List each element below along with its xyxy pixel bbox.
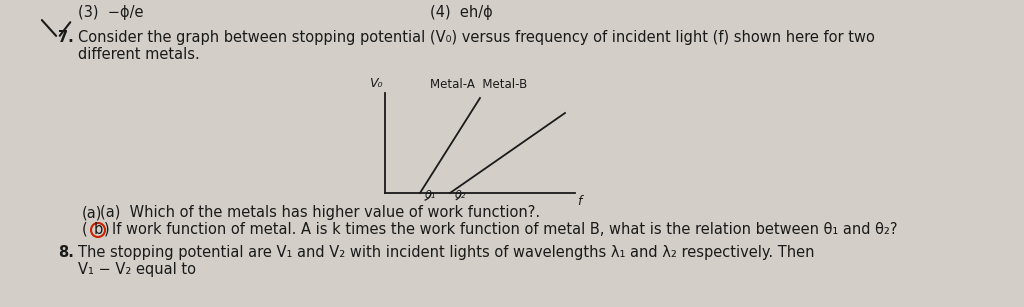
Text: ): ) bbox=[104, 222, 110, 237]
Text: Metal-A  Metal-B: Metal-A Metal-B bbox=[430, 78, 527, 91]
Text: V₀: V₀ bbox=[370, 77, 383, 90]
Text: (a)  Which of the metals has higher value of work function?.: (a) Which of the metals has higher value… bbox=[100, 205, 540, 220]
Text: θ₂: θ₂ bbox=[455, 190, 466, 200]
Text: The stopping potential are V₁ and V₂ with incident lights of wavelengths λ₁ and : The stopping potential are V₁ and V₂ wit… bbox=[78, 245, 814, 278]
Text: (: ( bbox=[82, 222, 88, 237]
Text: θ₁: θ₁ bbox=[425, 190, 436, 200]
Text: (3)  −ϕ/e: (3) −ϕ/e bbox=[78, 5, 143, 20]
Text: 8.: 8. bbox=[58, 245, 74, 260]
Text: If work function of metal. A is k times the work function of metal B, what is th: If work function of metal. A is k times … bbox=[112, 222, 897, 237]
Text: f: f bbox=[577, 195, 582, 208]
Text: (a): (a) bbox=[82, 205, 102, 220]
Text: (4)  eh/ϕ: (4) eh/ϕ bbox=[430, 5, 493, 20]
Text: b: b bbox=[93, 222, 102, 237]
Text: 7.: 7. bbox=[58, 30, 74, 45]
Text: Consider the graph between stopping potential (V₀) versus frequency of incident : Consider the graph between stopping pote… bbox=[78, 30, 874, 62]
